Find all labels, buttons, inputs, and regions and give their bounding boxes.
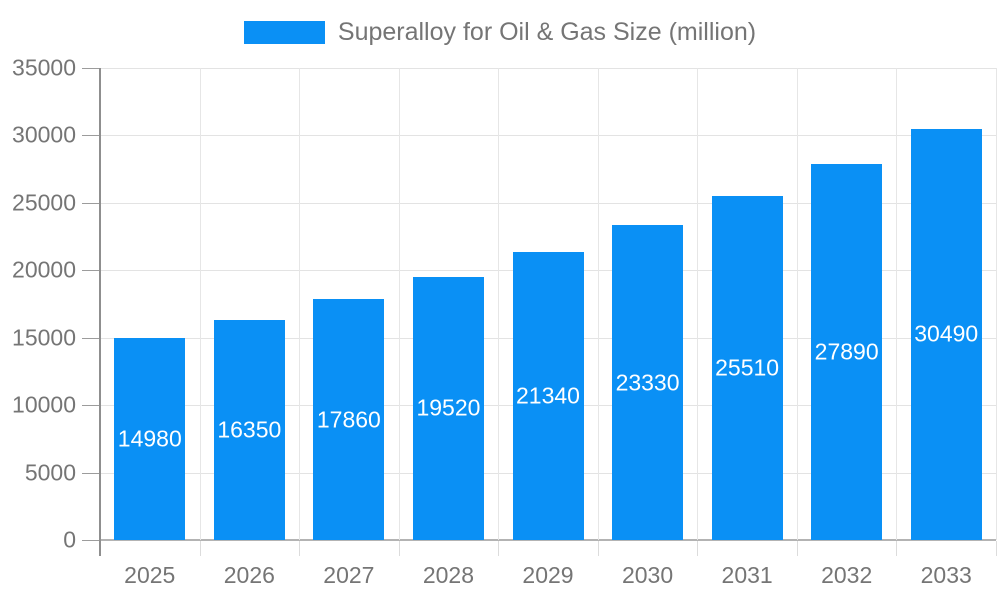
x-axis-label: 2026 bbox=[223, 562, 275, 588]
x-axis-label: 2029 bbox=[522, 562, 574, 588]
bar bbox=[412, 276, 484, 540]
y-gridline bbox=[100, 135, 996, 137]
y-axis-label: 10000 bbox=[12, 391, 76, 418]
x-axis-tick bbox=[597, 541, 599, 556]
y-axis-tick bbox=[82, 405, 100, 407]
v-gridline bbox=[996, 68, 997, 540]
plot-area: 0 5000 10000 15000 20000 25000 30000 35000 14980… bbox=[12, 55, 997, 588]
x-axis-label: 2031 bbox=[721, 562, 773, 588]
bar bbox=[711, 195, 783, 540]
v-gridline bbox=[796, 68, 798, 540]
bar-value-label: 19520 bbox=[416, 394, 481, 421]
bar-value-label: 16350 bbox=[217, 416, 282, 443]
y-axis-label: 5000 bbox=[24, 459, 76, 486]
y-axis-label: 20000 bbox=[12, 256, 76, 283]
legend-swatch bbox=[243, 21, 325, 44]
y-axis-tick bbox=[82, 472, 100, 474]
y-axis-tick bbox=[82, 337, 100, 339]
x-axis-tick bbox=[896, 541, 898, 556]
y-axis-tick bbox=[82, 68, 100, 69]
v-gridline bbox=[199, 68, 201, 540]
y-axis-tick bbox=[82, 270, 100, 272]
y-axis-label: 15000 bbox=[12, 324, 76, 351]
bar-value-label: 23330 bbox=[615, 369, 680, 396]
y-gridline bbox=[100, 68, 996, 69]
bar-value-label: 14980 bbox=[117, 425, 182, 452]
bar bbox=[114, 337, 186, 540]
bar-value-label: 25510 bbox=[715, 354, 780, 381]
y-axis-tick bbox=[82, 540, 100, 541]
x-axis-tick bbox=[398, 541, 400, 556]
y-axis-tick bbox=[82, 202, 100, 204]
legend-label: Superalloy for Oil & Gas Size (million) bbox=[337, 18, 757, 46]
x-axis-baseline bbox=[100, 539, 996, 541]
bar-value-label: 21340 bbox=[516, 382, 580, 409]
y-axis-label: 0 bbox=[63, 526, 76, 553]
x-axis-label: 2033 bbox=[920, 562, 972, 588]
y-axis-label: 35000 bbox=[12, 54, 76, 81]
v-gridline bbox=[597, 68, 599, 540]
x-axis-label: 2027 bbox=[323, 562, 375, 588]
v-gridline bbox=[398, 68, 400, 540]
chart-legend: Superalloy for Oil & Gas Size (million) bbox=[0, 18, 1000, 47]
bar bbox=[213, 319, 285, 540]
bar bbox=[910, 128, 982, 540]
x-axis-label: 2032 bbox=[821, 562, 873, 588]
y-axis-line bbox=[99, 68, 101, 556]
v-gridline bbox=[299, 68, 301, 540]
bar-value-label: 30490 bbox=[914, 320, 979, 347]
x-axis-tick bbox=[299, 541, 301, 556]
bar bbox=[313, 299, 385, 540]
bar-value-label: 17860 bbox=[316, 406, 381, 433]
x-axis-tick bbox=[498, 541, 500, 556]
y-axis-label: 30000 bbox=[12, 121, 76, 148]
bar bbox=[811, 163, 883, 540]
v-gridline bbox=[697, 68, 699, 540]
x-axis-label: 2028 bbox=[422, 562, 475, 588]
y-gridline bbox=[100, 202, 996, 204]
v-gridline bbox=[498, 68, 500, 540]
bar bbox=[612, 225, 684, 540]
bar-value-label: 27890 bbox=[814, 338, 879, 365]
x-axis-tick bbox=[996, 541, 997, 556]
x-axis-tick bbox=[199, 541, 201, 556]
x-axis-tick bbox=[697, 541, 699, 556]
y-axis-tick bbox=[82, 135, 100, 137]
v-gridline bbox=[896, 68, 898, 540]
x-axis-tick bbox=[796, 541, 798, 556]
x-axis-label: 2025 bbox=[124, 562, 176, 588]
y-axis-label: 25000 bbox=[12, 189, 76, 216]
x-axis-label: 2030 bbox=[621, 562, 674, 588]
bar bbox=[512, 252, 584, 540]
